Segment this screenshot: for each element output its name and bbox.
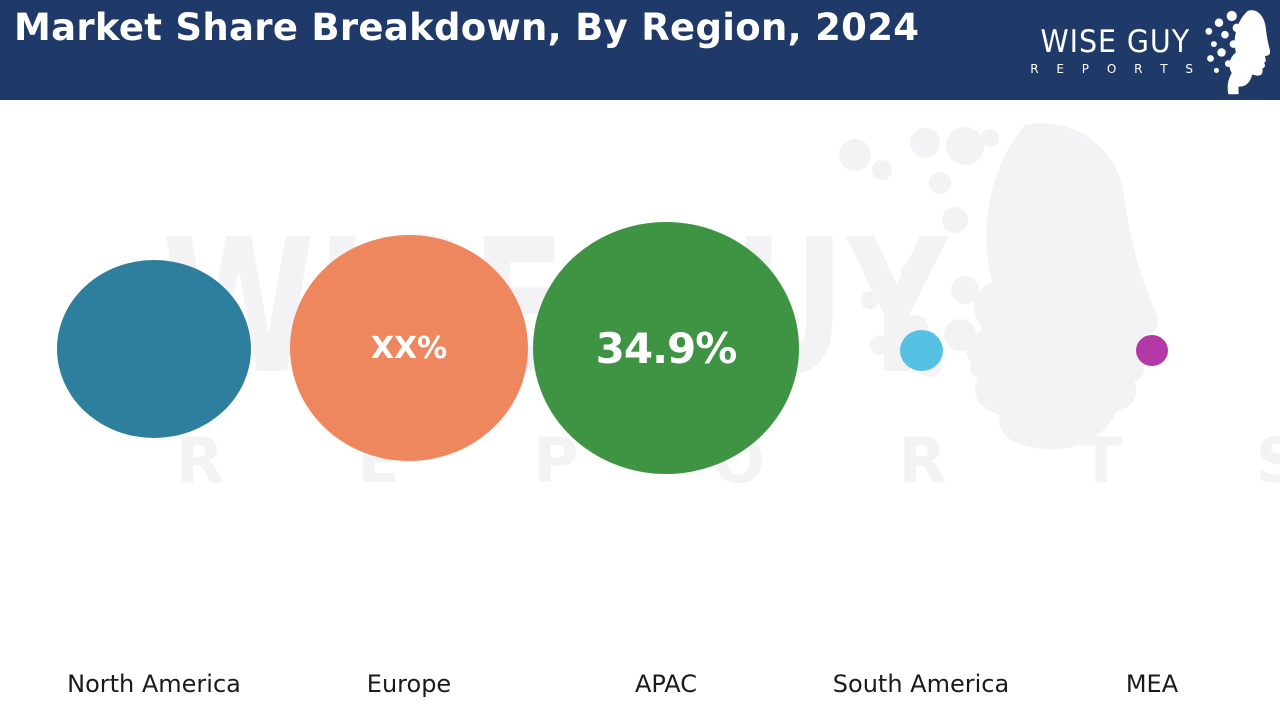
bubble-north-america — [57, 260, 251, 438]
category-label-mea: MEA — [1125, 670, 1179, 698]
logo-head-icon — [1205, 10, 1270, 95]
bubble-chart: WISE GUY R E P O R T S — [0, 100, 1280, 720]
category-label-apac: APAC — [634, 670, 698, 698]
category-label-south-america: South America — [832, 670, 1010, 698]
watermark-head-icon — [839, 123, 1159, 450]
logo-wordmark: WISE GUY R E P O R T S — [1030, 24, 1200, 76]
category-label-north-america: North America — [67, 670, 241, 698]
category-label-europe: Europe — [366, 670, 452, 698]
bubble-value-label: 34.9% — [595, 323, 738, 373]
bubble-mea — [1136, 334, 1168, 366]
logo-subtitle-text: R E P O R T S — [1030, 62, 1200, 76]
logo-name-text: WISE GUY — [1040, 24, 1190, 60]
page-title: Market Share Breakdown, By Region, 2024 — [14, 6, 920, 49]
bubble-europe: XX% — [290, 235, 528, 461]
bubble-apac: 34.9% — [533, 222, 799, 474]
bubble-value-label: XX% — [370, 330, 448, 366]
wise-guy-reports-logo: WISE GUY R E P O R T S — [1030, 4, 1270, 96]
header-bar: Market Share Breakdown, By Region, 2024 … — [0, 0, 1280, 100]
bubble-south-america — [899, 329, 943, 371]
